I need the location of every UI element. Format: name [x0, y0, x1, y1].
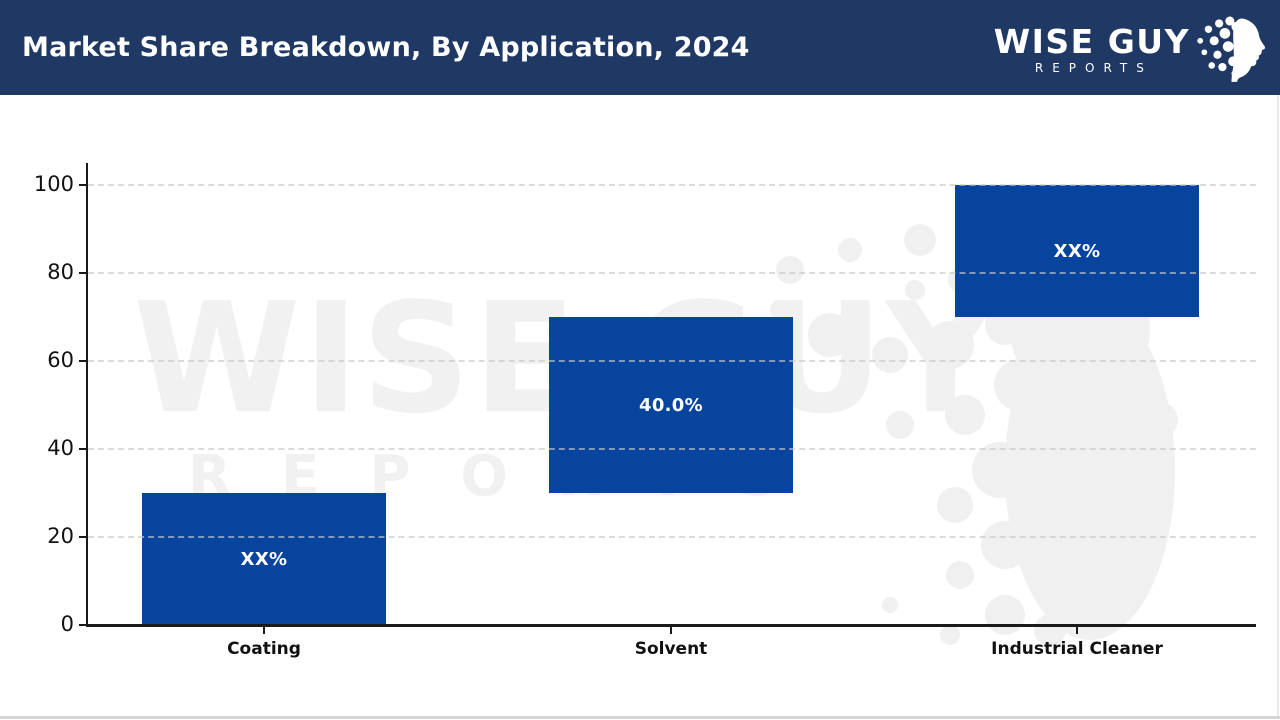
brand-name: WISE GUY — [993, 21, 1190, 61]
gridline-20 — [88, 536, 1256, 538]
bar-solvent: 40.0% — [549, 317, 793, 493]
y-tick-60 — [79, 360, 88, 362]
bar-industrial-cleaner: XX% — [955, 185, 1199, 317]
y-tick-label-0: 0 — [60, 612, 74, 636]
bar-coating: XX% — [142, 493, 386, 625]
bottom-border — [0, 716, 1280, 719]
brand-logo: WISE GUY REPORTS — [994, 10, 1266, 88]
x-tick-0 — [263, 626, 265, 634]
y-tick-40 — [79, 448, 88, 450]
x-axis-line — [88, 624, 1256, 627]
y-tick-80 — [79, 272, 88, 274]
y-tick-20 — [79, 536, 88, 538]
x-tick-2 — [1076, 626, 1078, 634]
y-tick-label-60: 60 — [47, 348, 74, 372]
gridline-100 — [88, 184, 1256, 186]
x-category-label-1: Solvent — [634, 639, 708, 659]
brand-subname: REPORTS — [1034, 60, 1153, 75]
x-category-label-0: Coating — [227, 639, 301, 659]
x-category-label-2: Industrial Cleaner — [991, 639, 1163, 659]
header-bar: Market Share Breakdown, By Application, … — [0, 0, 1280, 95]
gridline-60 — [88, 360, 1256, 362]
gridline-80 — [88, 272, 1256, 274]
brand-face-icon — [1197, 16, 1266, 82]
gridline-40 — [88, 448, 1256, 450]
y-axis-line — [86, 163, 88, 627]
x-tick-1 — [670, 626, 672, 634]
y-tick-label-80: 80 — [47, 260, 74, 284]
right-border — [1277, 95, 1279, 716]
bar-value-label: 40.0% — [639, 394, 703, 416]
y-tick-label-40: 40 — [47, 436, 74, 460]
y-tick-label-20: 20 — [47, 524, 74, 548]
bar-value-label: XX% — [1053, 240, 1101, 262]
y-tick-100 — [79, 184, 88, 186]
bar-value-label: XX% — [240, 548, 288, 570]
page-title: Market Share Breakdown, By Application, … — [22, 32, 750, 63]
brand-logo-text: WISE GUY REPORTS — [993, 21, 1190, 75]
y-tick-label-100: 100 — [33, 172, 74, 196]
y-tick-0 — [79, 624, 88, 626]
